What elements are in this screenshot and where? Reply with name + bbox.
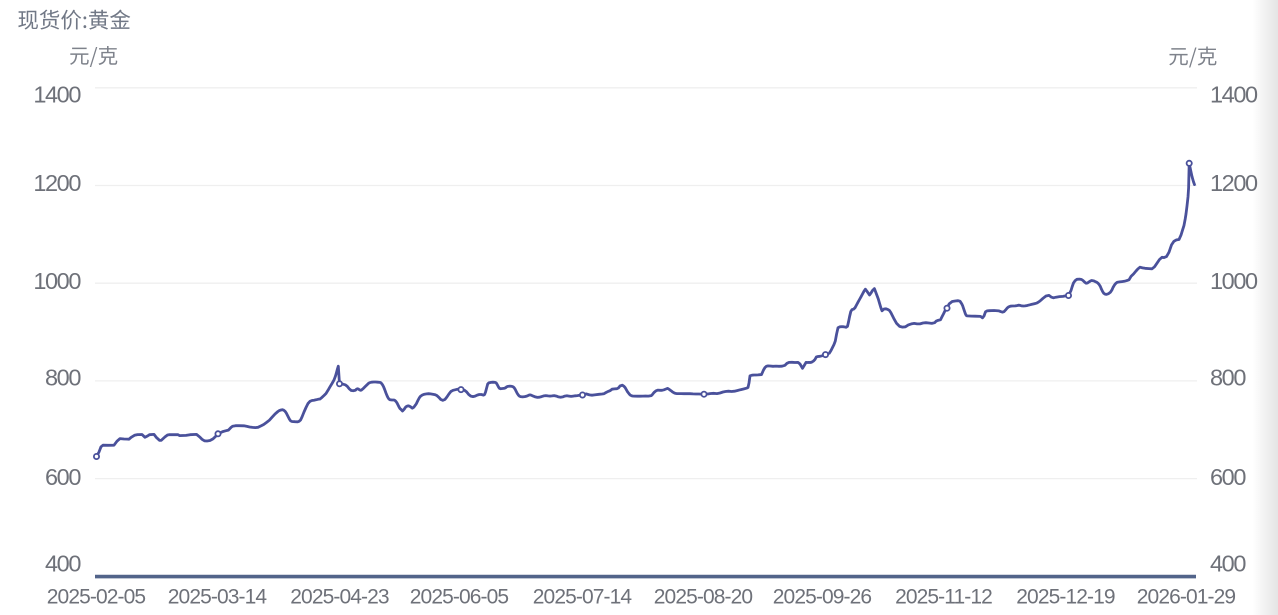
svg-text:2025-12-19: 2025-12-19 bbox=[1016, 586, 1115, 609]
svg-text:2025-09-26: 2025-09-26 bbox=[773, 586, 872, 609]
svg-text:1000: 1000 bbox=[33, 268, 81, 294]
svg-text:1200: 1200 bbox=[1210, 170, 1258, 196]
svg-text:1400: 1400 bbox=[1210, 82, 1258, 108]
svg-text:2026-01-29: 2026-01-29 bbox=[1137, 586, 1236, 609]
svg-text:400: 400 bbox=[1210, 551, 1246, 577]
svg-text:2025-08-20: 2025-08-20 bbox=[654, 586, 753, 609]
svg-text:2025-06-05: 2025-06-05 bbox=[410, 586, 509, 609]
svg-text:600: 600 bbox=[1210, 464, 1246, 490]
svg-text:2025-04-23: 2025-04-23 bbox=[290, 586, 389, 609]
svg-text:1200: 1200 bbox=[33, 170, 81, 196]
svg-text:800: 800 bbox=[1210, 365, 1246, 391]
svg-text:400: 400 bbox=[45, 551, 81, 577]
svg-text:1000: 1000 bbox=[1210, 268, 1258, 294]
svg-text:1400: 1400 bbox=[33, 82, 81, 108]
svg-text:2025-11-12: 2025-11-12 bbox=[895, 586, 992, 609]
svg-text:2025-07-14: 2025-07-14 bbox=[533, 586, 633, 609]
svg-text:600: 600 bbox=[45, 464, 81, 490]
svg-text:2025-03-14: 2025-03-14 bbox=[168, 586, 268, 609]
svg-text:2025-02-05: 2025-02-05 bbox=[47, 586, 146, 609]
svg-text:800: 800 bbox=[45, 365, 81, 391]
